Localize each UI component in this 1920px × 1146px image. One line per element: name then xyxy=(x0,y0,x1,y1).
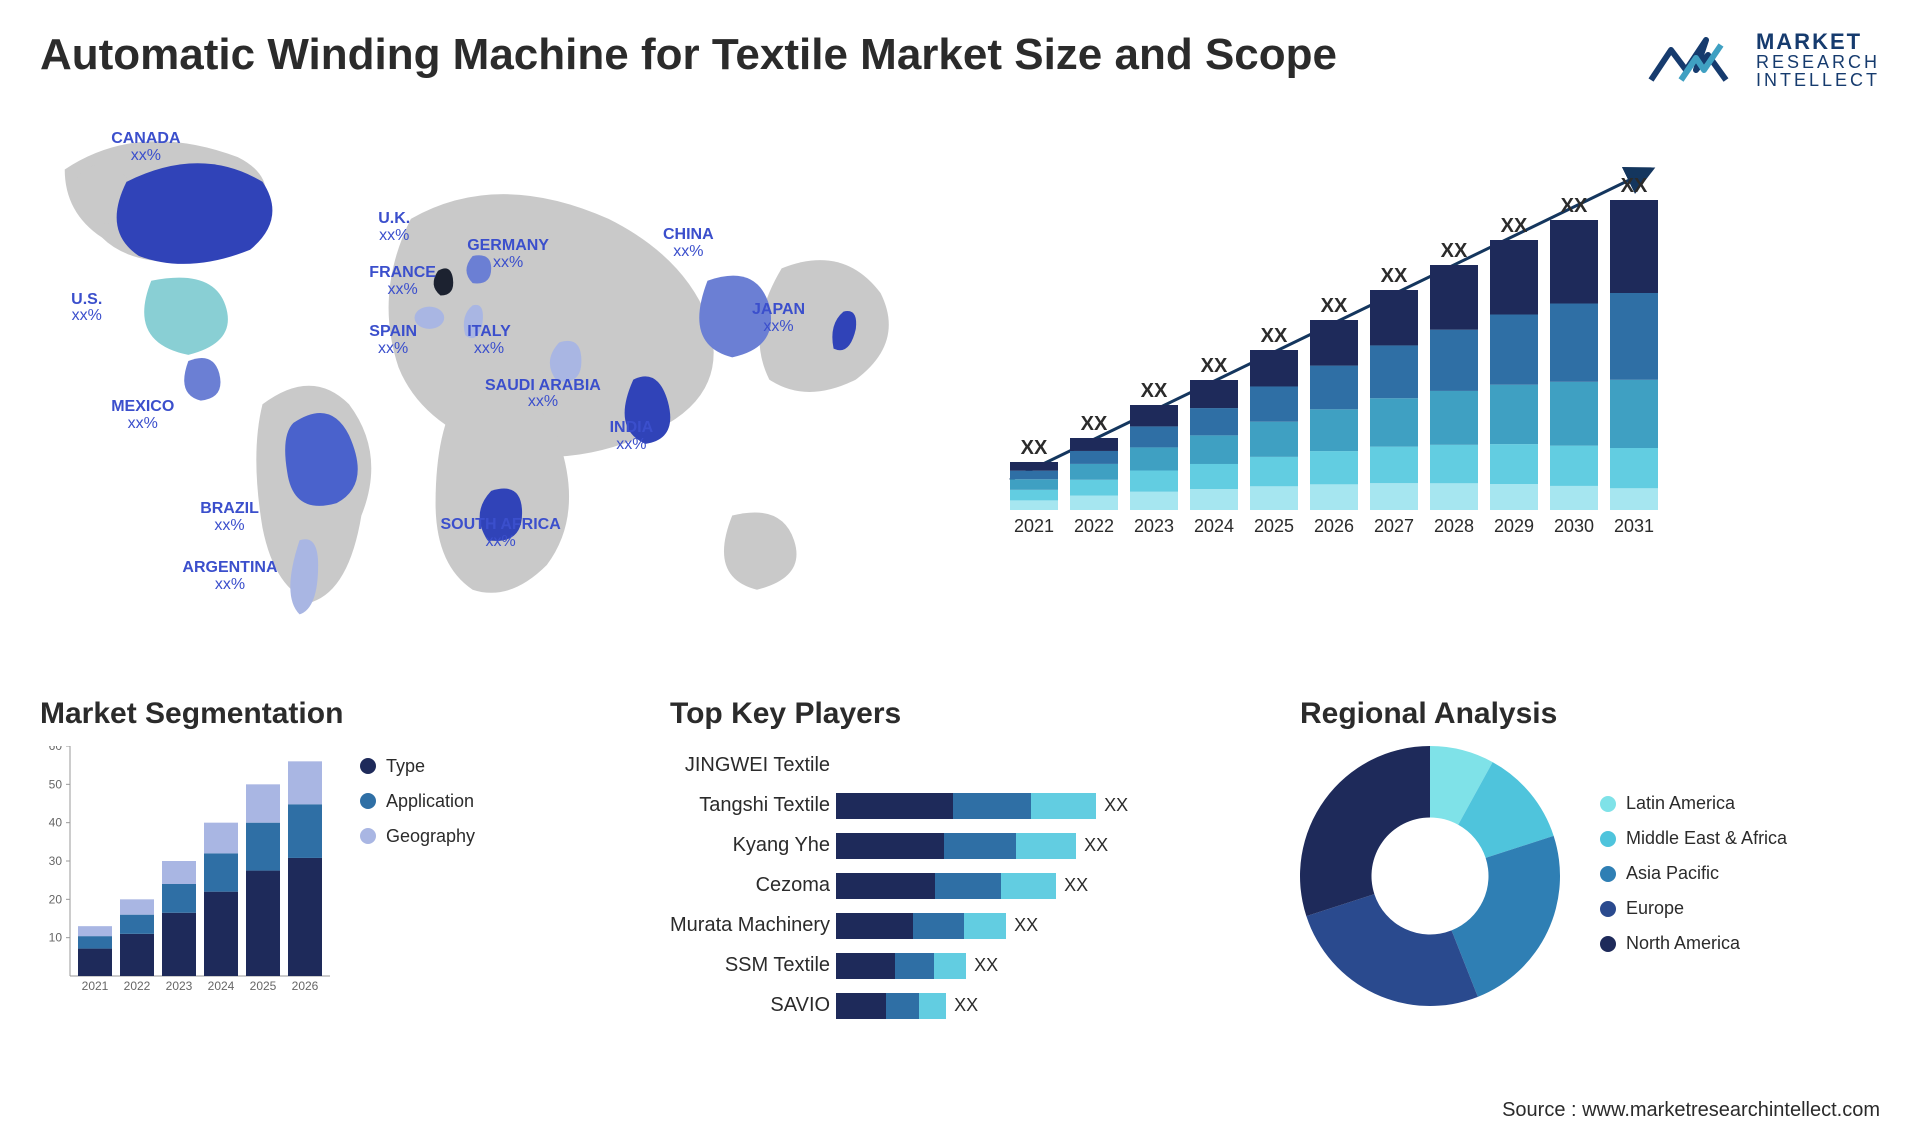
country-label: U.K.xx% xyxy=(378,211,410,245)
country-label: ARGENTINAxx% xyxy=(182,560,277,594)
svg-text:XX: XX xyxy=(1261,325,1288,347)
world-map: CANADAxx% U.S.xx% MEXICOxx% BRAZILxx% ARGENT… xyxy=(40,120,930,657)
svg-text:XX: XX xyxy=(1621,175,1648,197)
svg-text:2026: 2026 xyxy=(292,979,319,993)
svg-text:XX: XX xyxy=(1081,413,1108,435)
logo-line3: INTELLECT xyxy=(1756,71,1880,89)
svg-text:2027: 2027 xyxy=(1374,516,1414,536)
segmentation-title: Market Segmentation xyxy=(40,697,620,731)
player-name: Cezoma xyxy=(670,866,830,906)
player-bar-row: XX xyxy=(836,906,1250,946)
svg-text:2024: 2024 xyxy=(1194,516,1234,536)
player-name: Murata Machinery xyxy=(670,906,830,946)
legend-item: Asia Pacific xyxy=(1600,863,1787,884)
svg-text:2023: 2023 xyxy=(1134,516,1174,536)
player-bar-row: XX xyxy=(836,786,1250,826)
svg-text:20: 20 xyxy=(49,892,63,906)
player-bar-chart: XXXXXXXXXXXX xyxy=(836,746,1250,1026)
page-title: Automatic Winding Machine for Textile Ma… xyxy=(40,30,1337,80)
regional-title: Regional Analysis xyxy=(1300,697,1880,731)
svg-text:XX: XX xyxy=(1561,195,1588,217)
svg-text:XX: XX xyxy=(1381,265,1408,287)
svg-text:40: 40 xyxy=(49,815,63,829)
country-label: INDIAxx% xyxy=(610,420,654,454)
country-label: U.S.xx% xyxy=(71,292,102,326)
legend-item: Latin America xyxy=(1600,793,1787,814)
legend-item: Middle East & Africa xyxy=(1600,828,1787,849)
country-label: SPAINxx% xyxy=(369,324,417,358)
legend-item: Type xyxy=(360,756,475,777)
country-label: GERMANYxx% xyxy=(467,238,549,272)
svg-text:XX: XX xyxy=(1141,380,1168,402)
svg-text:30: 30 xyxy=(49,854,63,868)
svg-text:2026: 2026 xyxy=(1314,516,1354,536)
svg-text:2021: 2021 xyxy=(82,979,109,993)
country-label: BRAZILxx% xyxy=(200,501,259,535)
svg-text:2022: 2022 xyxy=(124,979,151,993)
svg-text:2024: 2024 xyxy=(208,979,235,993)
svg-text:2021: 2021 xyxy=(1014,516,1054,536)
svg-text:2028: 2028 xyxy=(1434,516,1474,536)
player-name-list: JINGWEI TextileTangshi TextileKyang YheC… xyxy=(670,746,830,1026)
player-name: SAVIO xyxy=(670,986,830,1026)
svg-text:2025: 2025 xyxy=(250,979,277,993)
country-label: ITALYxx% xyxy=(467,324,511,358)
svg-text:2022: 2022 xyxy=(1074,516,1114,536)
svg-text:50: 50 xyxy=(49,777,63,791)
svg-text:XX: XX xyxy=(1501,215,1528,237)
country-label: JAPANxx% xyxy=(752,302,805,336)
svg-text:XX: XX xyxy=(1321,295,1348,317)
player-name: JINGWEI Textile xyxy=(670,746,830,786)
svg-text:60: 60 xyxy=(49,746,63,753)
player-name: Tangshi Textile xyxy=(670,786,830,826)
svg-text:2023: 2023 xyxy=(166,979,193,993)
svg-text:2030: 2030 xyxy=(1554,516,1594,536)
country-label: SOUTH AFRICAxx% xyxy=(441,517,561,551)
player-bar-row: XX xyxy=(836,946,1250,986)
regional-donut-chart xyxy=(1300,746,1560,1006)
svg-text:2025: 2025 xyxy=(1254,516,1294,536)
svg-text:XX: XX xyxy=(1201,355,1228,377)
logo-line1: MARKET xyxy=(1756,31,1880,53)
logo-line2: RESEARCH xyxy=(1756,53,1880,71)
legend-item: North America xyxy=(1600,933,1787,954)
country-label: FRANCExx% xyxy=(369,265,436,299)
svg-text:2031: 2031 xyxy=(1614,516,1654,536)
country-label: MEXICOxx% xyxy=(111,399,174,433)
legend-item: Europe xyxy=(1600,898,1787,919)
svg-text:2029: 2029 xyxy=(1494,516,1534,536)
legend-item: Geography xyxy=(360,826,475,847)
market-size-bar-chart: XX 2021 XX 2022 XX 2023 XX 2024 XX 2025 XX 2026 XX 20… xyxy=(990,120,1880,657)
legend-item: Application xyxy=(360,791,475,812)
player-name: SSM Textile xyxy=(670,946,830,986)
player-bar-row: XX xyxy=(836,866,1250,906)
country-label: CANADAxx% xyxy=(111,131,180,165)
brand-logo: MARKET RESEARCH INTELLECT xyxy=(1646,30,1880,90)
segmentation-legend: Type Application Geography xyxy=(360,756,475,861)
player-bar-row: XX xyxy=(836,826,1250,866)
country-label: CHINAxx% xyxy=(663,227,714,261)
svg-text:10: 10 xyxy=(49,930,63,944)
svg-text:XX: XX xyxy=(1441,240,1468,262)
regional-legend: Latin America Middle East & Africa Asia Pa… xyxy=(1600,793,1787,968)
country-label: SAUDI ARABIAxx% xyxy=(485,378,601,412)
source-attribution: Source : www.marketresearchintellect.com xyxy=(1502,1099,1880,1122)
player-bar-row xyxy=(836,746,1250,786)
players-title: Top Key Players xyxy=(670,697,1250,731)
svg-text:XX: XX xyxy=(1021,437,1048,459)
player-name: Kyang Yhe xyxy=(670,826,830,866)
segmentation-chart: 10 20 30 40 50 60 2021 2022 2023 2024 2025 2026 xyxy=(40,746,340,1006)
player-bar-row: XX xyxy=(836,986,1250,1026)
